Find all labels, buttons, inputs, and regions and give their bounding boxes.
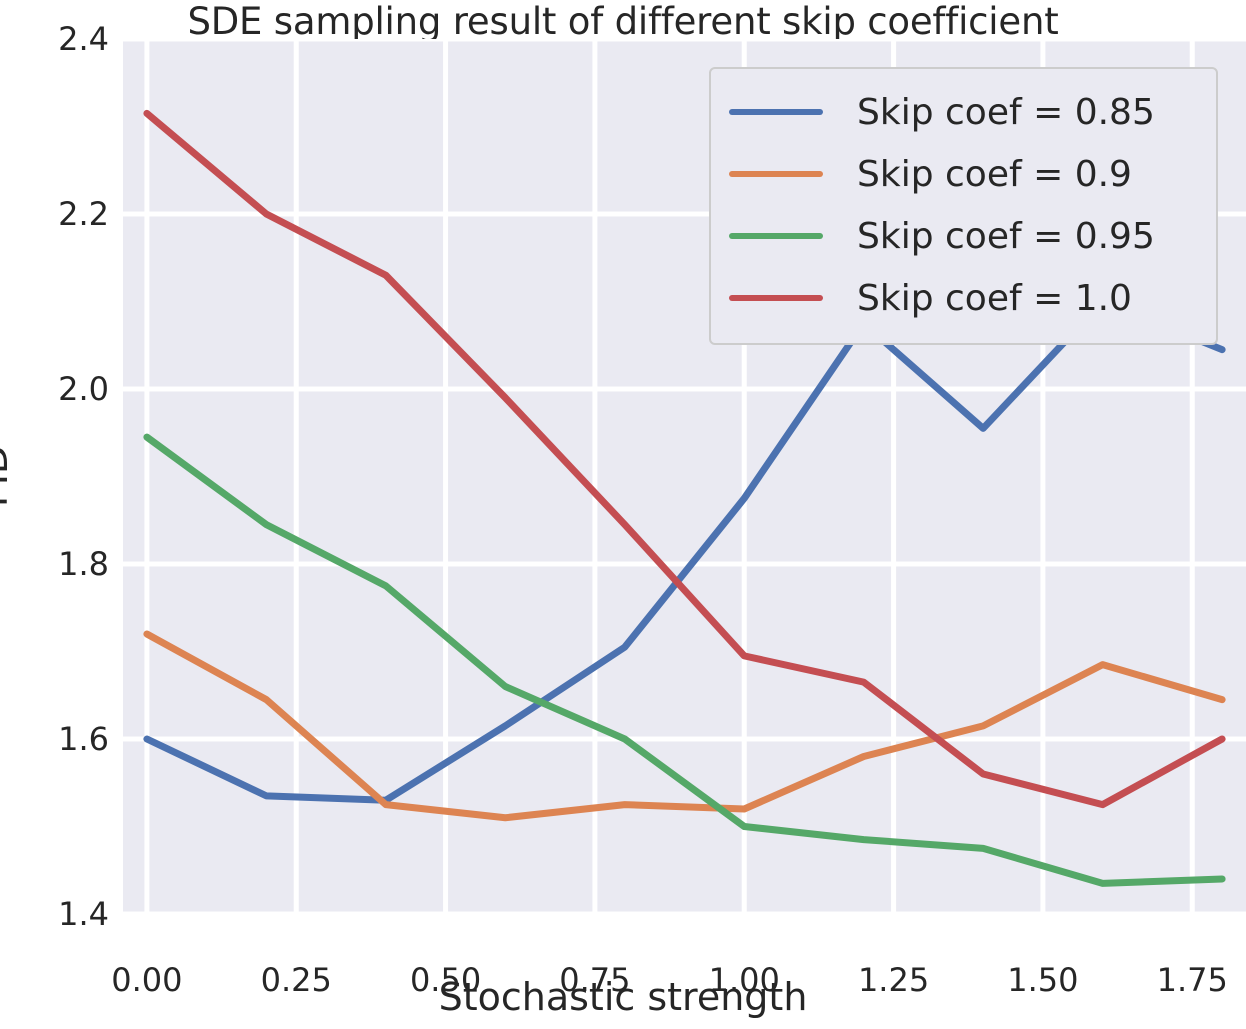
- y-tick-label: 2.2: [58, 195, 109, 233]
- legend-item-0[interactable]: Skip coef = 0.85: [729, 81, 1198, 143]
- legend-item-label: Skip coef = 0.95: [857, 215, 1155, 257]
- legend-item-label: Skip coef = 1.0: [857, 277, 1132, 319]
- series-line-3: [143, 109, 1226, 809]
- legend-item-2[interactable]: Skip coef = 0.95: [729, 205, 1198, 267]
- x-tick-label: 0.25: [260, 961, 332, 999]
- legend-color-swatch: [729, 171, 823, 177]
- x-tick-label: 1.50: [1007, 961, 1079, 999]
- series-line-0: [143, 298, 1226, 804]
- legend-item-1[interactable]: Skip coef = 0.9: [729, 143, 1198, 205]
- x-tick-label: 0.50: [409, 961, 482, 999]
- data-series-layer: [143, 109, 1226, 887]
- x-tick-label: 1.25: [857, 961, 930, 999]
- y-tick-label: 2.0: [58, 370, 109, 408]
- y-tick-label: 1.6: [58, 720, 109, 758]
- series-line-1: [143, 630, 1226, 822]
- x-tick-label: 0.00: [111, 961, 183, 999]
- legend-color-swatch: [729, 233, 823, 239]
- y-tick-label: 2.4: [58, 20, 109, 58]
- x-axis-label: Stochastic strength: [438, 975, 808, 1019]
- y-tick-label: 1.4: [58, 895, 109, 933]
- legend-color-swatch: [729, 109, 823, 115]
- legend[interactable]: Skip coef = 0.85 Skip coef = 0.9 Skip coef…: [709, 67, 1218, 345]
- legend-color-swatch: [729, 295, 823, 301]
- series-line-2: [143, 433, 1226, 887]
- y-tick-label: 1.8: [58, 545, 109, 583]
- legend-item-label: Skip coef = 0.9: [857, 153, 1132, 195]
- y-axis-label: FID: [0, 444, 16, 508]
- x-tick-label: 0.75: [559, 961, 631, 999]
- chart-title: SDE sampling result of different skip co…: [187, 0, 1059, 43]
- x-tick-label: 1.00: [708, 961, 780, 999]
- x-tick-label: 1.75: [1156, 961, 1228, 999]
- legend-item-label: Skip coef = 0.85: [857, 91, 1155, 133]
- legend-item-3[interactable]: Skip coef = 1.0: [729, 267, 1198, 329]
